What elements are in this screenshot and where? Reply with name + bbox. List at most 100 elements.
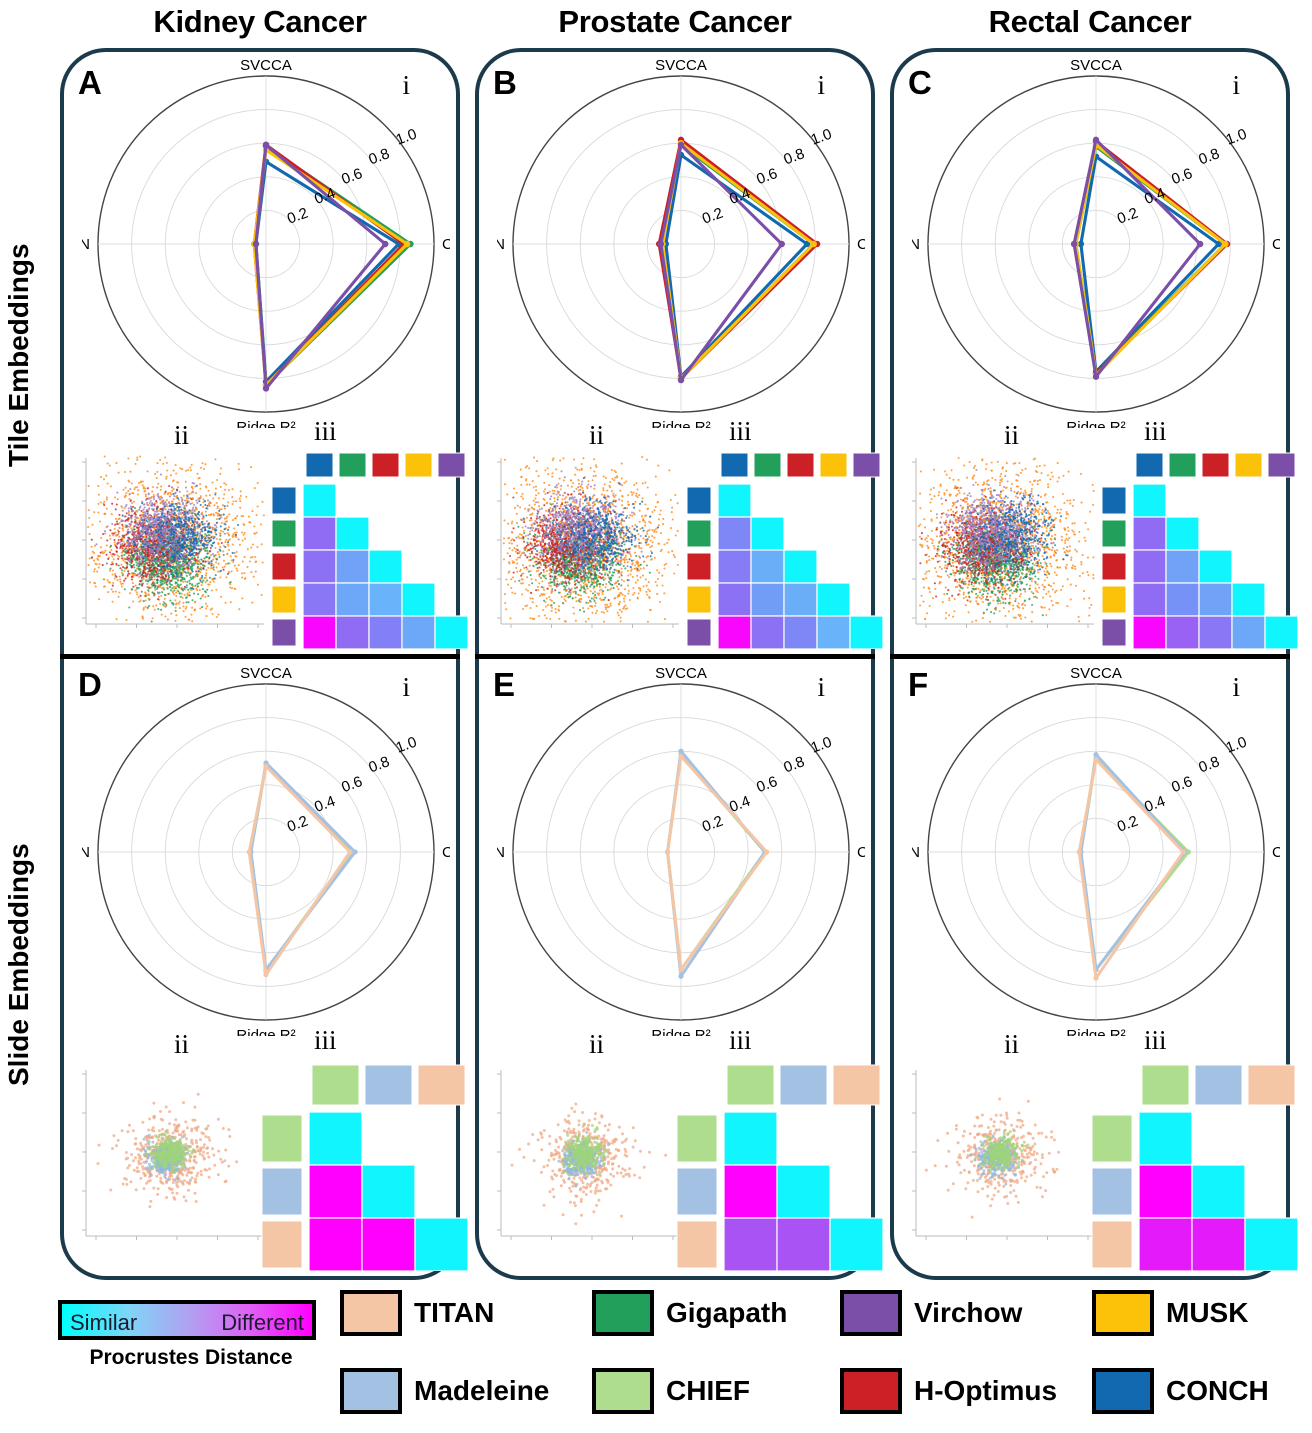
legend-label-conch: CONCH	[1166, 1375, 1269, 1406]
legend-swatch-conch	[1092, 1368, 1154, 1414]
radar-chart-d: 0.20.40.60.81.0SVCCACKARidge R²k-NN	[82, 668, 450, 1036]
panel-letter-b: B	[493, 64, 517, 101]
colorbar-gradient: Similar Different	[58, 1300, 316, 1340]
panel-b: Bi0.20.40.60.81.0SVCCACKARidge R²k-NNiii…	[475, 48, 883, 654]
procrustes-heatmap-c	[1099, 450, 1298, 649]
subpanel-label-iii: iii	[314, 416, 337, 446]
radar-chart-c: 0.20.40.60.81.0SVCCACKARidge R²k-NN	[912, 60, 1280, 428]
row-label-slide-embeddings: Slide Embeddings	[3, 843, 34, 1087]
panel-a: Ai0.20.40.60.81.0SVCCACKARidge R²k-NNiii…	[60, 48, 468, 654]
subpanel-label-ii: ii	[174, 1029, 190, 1059]
radar-chart-a: 0.20.40.60.81.0 SVCCA CKA Ridge R² k-NN	[82, 60, 450, 428]
panel-c: Ci0.20.40.60.81.0SVCCACKARidge R²k-NNiii…	[890, 48, 1298, 654]
umap-scatter-c	[902, 452, 1098, 638]
panel-e: Ei0.20.40.60.81.0SVCCACKARidge R²k-NNiii…	[475, 654, 883, 1280]
svg-text:SVCCA: SVCCA	[655, 60, 707, 74]
legend-swatch-chief	[592, 1368, 654, 1414]
svg-text:0.8: 0.8	[366, 145, 391, 168]
legend-swatch-musk	[1092, 1290, 1154, 1336]
procrustes-heatmap-d	[259, 1062, 468, 1271]
model-legend: TITAN Gigapath Virchow MUSK Madeleine CHIEF H-…	[340, 1286, 1312, 1431]
radar-chart-e: 0.20.40.60.81.0SVCCACKARidge R²k-NN	[497, 668, 865, 1036]
legend-swatch-gigapath	[592, 1290, 654, 1336]
umap-scatter-a	[72, 452, 268, 638]
procrustes-heatmap-a	[269, 450, 468, 649]
legend-item-titan: TITAN	[340, 1290, 494, 1336]
row-label-tile-embeddings: Tile Embeddings	[3, 243, 34, 467]
subpanel-label-ii: ii	[589, 420, 605, 450]
panel-letter-d: D	[78, 666, 102, 703]
figure-legend: Similar Different Procrustes Distance TI…	[0, 1280, 1312, 1433]
svg-text:0.4: 0.4	[727, 185, 752, 208]
legend-item-musk: MUSK	[1092, 1290, 1248, 1336]
panel-letter-f: F	[908, 666, 929, 703]
svg-text:k-NN: k-NN	[497, 236, 505, 253]
umap-scatter-e	[487, 1064, 683, 1250]
column-title-prostate: Prostate Cancer	[558, 4, 792, 39]
legend-item-virchow: Virchow	[840, 1290, 1022, 1336]
legend-item-madeleine: Madeleine	[340, 1368, 549, 1414]
subpanel-label-ii: ii	[174, 420, 190, 450]
subpanel-label-i: i	[817, 70, 825, 100]
procrustes-heatmap-b	[684, 450, 883, 649]
subpanel-label-i: i	[1232, 70, 1240, 100]
svg-text:0.2: 0.2	[285, 205, 310, 228]
panel-letter-e: E	[493, 666, 516, 703]
svg-text:0.2: 0.2	[700, 205, 725, 228]
svg-text:1.0: 1.0	[394, 126, 419, 149]
subpanel-label-i: i	[402, 672, 410, 702]
panel-letter-c: C	[908, 64, 932, 101]
svg-text:1.0: 1.0	[809, 126, 834, 149]
legend-swatch-madeleine	[340, 1368, 402, 1414]
colorbar-caption: Procrustes Distance	[89, 1346, 293, 1369]
umap-scatter-b	[487, 452, 683, 638]
procrustes-colorbar: Similar Different Procrustes Distance	[58, 1300, 324, 1370]
svg-text:Ridge R²: Ridge R²	[236, 419, 295, 428]
subpanel-label-ii: ii	[1004, 1029, 1020, 1059]
legend-item-conch: CONCH	[1092, 1368, 1269, 1414]
legend-swatch-virchow	[840, 1290, 902, 1336]
legend-label-chief: CHIEF	[666, 1375, 750, 1406]
row-divider-0	[60, 654, 460, 659]
subpanel-label-i: i	[1232, 672, 1240, 702]
panel-letter-a: A	[78, 64, 102, 101]
svg-text:0.6: 0.6	[754, 165, 779, 188]
legend-item-chief: CHIEF	[592, 1368, 750, 1414]
svg-text:SVCCA: SVCCA	[240, 60, 292, 74]
legend-swatch-titan	[340, 1290, 402, 1336]
radar-chart-f: 0.20.40.60.81.0SVCCACKARidge R²k-NN	[912, 668, 1280, 1036]
svg-text:Ridge R²: Ridge R²	[651, 419, 710, 428]
subpanel-label-ii: ii	[1004, 420, 1020, 450]
legend-label-musk: MUSK	[1166, 1297, 1249, 1328]
umap-scatter-f	[902, 1064, 1098, 1250]
panel-f: Fi0.20.40.60.81.0SVCCACKARidge R²k-NNiii…	[890, 654, 1298, 1280]
legend-label-madeleine: Madeleine	[414, 1375, 550, 1406]
svg-text:0.6: 0.6	[339, 165, 364, 188]
panel-d: Di0.20.40.60.81.0SVCCACKARidge R²k-NNiii…	[60, 654, 468, 1280]
procrustes-heatmap-e	[674, 1062, 883, 1271]
subpanel-label-i: i	[817, 672, 825, 702]
legend-label-titan: TITAN	[414, 1297, 495, 1328]
legend-label-gigapath: Gigapath	[666, 1297, 788, 1328]
legend-label-virchow: Virchow	[914, 1297, 1023, 1328]
svg-text:0.8: 0.8	[781, 145, 806, 168]
svg-text:CKA: CKA	[857, 236, 865, 253]
legend-item-h-optimus: H-Optimus	[840, 1368, 1057, 1414]
legend-label-h-optimus: H-Optimus	[914, 1375, 1058, 1406]
umap-scatter-d	[72, 1064, 268, 1250]
subpanel-label-i: i	[402, 70, 410, 100]
svg-text:0.4: 0.4	[312, 185, 337, 208]
svg-text:k-NN: k-NN	[82, 236, 90, 253]
row-divider-1	[475, 654, 875, 659]
column-titles: Kidney Cancer Prostate Cancer Rectal Can…	[0, 0, 1312, 48]
subpanel-label-iii: iii	[1144, 416, 1167, 446]
radar-chart-b: 0.20.40.60.81.0 SVCCA CKA Ridge R² k-NN	[497, 60, 865, 428]
subpanel-label-ii: ii	[589, 1029, 605, 1059]
legend-item-gigapath: Gigapath	[592, 1290, 787, 1336]
subpanel-label-iii: iii	[729, 416, 752, 446]
colorbar-low-label: Similar	[70, 1310, 138, 1335]
procrustes-heatmap-f	[1089, 1062, 1298, 1271]
column-title-kidney: Kidney Cancer	[153, 4, 367, 39]
colorbar-high-label: Different	[221, 1310, 304, 1335]
svg-text:CKA: CKA	[442, 236, 450, 253]
